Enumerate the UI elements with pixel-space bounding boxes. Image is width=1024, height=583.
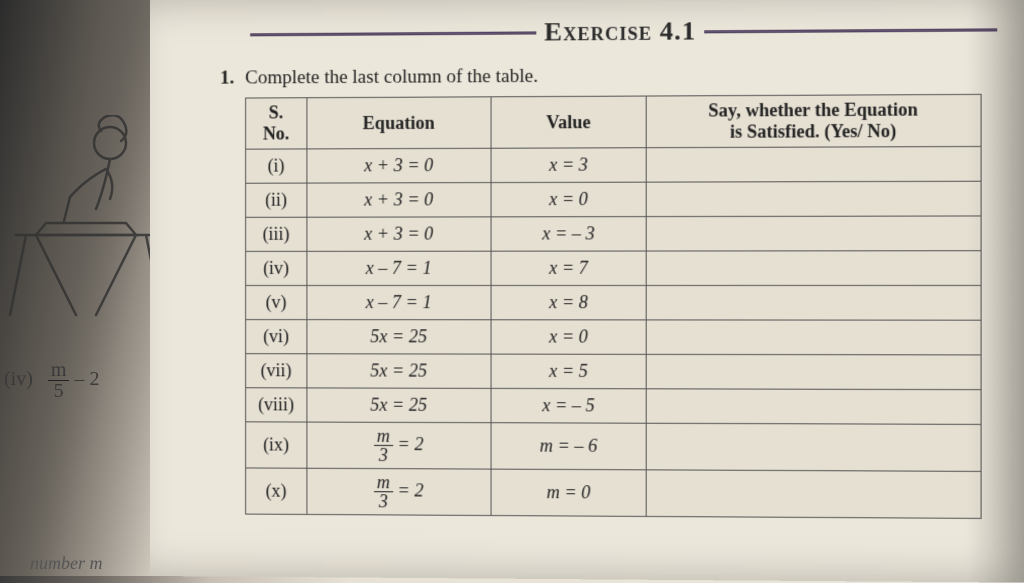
table-header-row: S. No. Equation Value Say, whether the E… <box>246 94 981 149</box>
cell-equation: x + 3 = 0 <box>307 183 491 218</box>
cell-sno: (i) <box>246 149 307 183</box>
exercise-title: Exercise 4.1 <box>544 16 696 47</box>
cell-value: x = – 5 <box>491 388 646 423</box>
col-header-sno: S. No. <box>246 98 307 149</box>
table-row: (v)x – 7 = 1x = 8 <box>246 285 981 320</box>
question-number: 1. <box>220 68 234 89</box>
cell-sno: (vi) <box>246 320 307 354</box>
table-row: (iv)x – 7 = 1x = 7 <box>246 251 981 286</box>
cell-answer[interactable] <box>646 470 981 519</box>
cell-sno: (ii) <box>246 183 307 217</box>
exercise-table: S. No. Equation Value Say, whether the E… <box>245 94 982 519</box>
cell-answer[interactable] <box>646 251 981 286</box>
cell-value: x = 0 <box>491 320 646 355</box>
cell-answer[interactable] <box>646 320 981 355</box>
cell-equation: 5x = 25 <box>307 388 491 423</box>
table-row: (x)m3 = 2m = 0 <box>246 468 981 518</box>
cell-value: x = – 3 <box>491 217 646 252</box>
cell-value: x = 5 <box>491 354 646 389</box>
prev-item-number: (iv) <box>4 368 33 390</box>
cell-answer[interactable] <box>646 354 981 389</box>
textbook-page: Exercise 4.1 1. Complete the last column… <box>150 0 1024 583</box>
cell-answer[interactable] <box>646 389 981 425</box>
exercise-header: Exercise 4.1 <box>250 14 997 49</box>
cell-answer[interactable] <box>646 423 981 471</box>
cell-equation: x + 3 = 0 <box>307 148 491 183</box>
cell-equation: m3 = 2 <box>307 468 491 515</box>
col-header-value: Value <box>491 96 646 148</box>
table-row: (i)x + 3 = 0x = 3 <box>246 146 981 183</box>
cell-value: m = – 6 <box>491 423 646 470</box>
cell-sno: (iv) <box>246 251 307 285</box>
prev-item-fraction: m 5 <box>48 360 70 401</box>
cell-answer[interactable] <box>646 285 981 320</box>
table-row: (viii)5x = 25x = – 5 <box>246 388 981 425</box>
cell-equation: x – 7 = 1 <box>307 285 491 319</box>
cell-equation: 5x = 25 <box>307 320 491 354</box>
cell-sno: (x) <box>246 468 307 514</box>
cell-sno: (ix) <box>246 422 307 468</box>
cell-sno: (viii) <box>246 388 307 422</box>
table-row: (ii)x + 3 = 0x = 0 <box>246 181 981 217</box>
cell-answer[interactable] <box>646 146 981 182</box>
cell-value: x = 0 <box>491 182 646 217</box>
cell-equation: x – 7 = 1 <box>307 251 491 285</box>
student-illustration <box>6 115 166 335</box>
cell-value: m = 0 <box>491 469 646 516</box>
table-row: (iii)x + 3 = 0x = – 3 <box>246 216 981 251</box>
col-header-equation: Equation <box>307 97 491 149</box>
cell-sno: (vii) <box>246 354 307 388</box>
table-row: (vii)5x = 25x = 5 <box>246 354 981 390</box>
col-header-answer: Say, whether the Equation is Satisfied. … <box>646 94 981 147</box>
cell-answer[interactable] <box>646 181 981 216</box>
header-rule-right <box>704 28 997 33</box>
cell-equation: x + 3 = 0 <box>307 217 491 251</box>
previous-page-item: (iv) m 5 – 2 <box>4 360 99 401</box>
table-row: (ix)m3 = 2m = – 6 <box>246 422 981 472</box>
cell-sno: (v) <box>246 285 307 319</box>
cell-value: x = 7 <box>491 251 646 285</box>
question-text: Complete the last column of the table. <box>245 66 538 89</box>
cell-value: x = 8 <box>491 285 646 319</box>
page-cut-text: number m <box>30 553 103 574</box>
cell-answer[interactable] <box>646 216 981 251</box>
table-body: (i)x + 3 = 0x = 3(ii)x + 3 = 0x = 0(iii)… <box>246 146 981 518</box>
cell-equation: 5x = 25 <box>307 354 491 389</box>
header-rule-left <box>250 31 536 36</box>
table-row: (vi)5x = 25x = 0 <box>246 320 981 355</box>
cell-value: x = 3 <box>491 148 646 183</box>
question-line: 1. Complete the last column of the table… <box>220 63 997 90</box>
cell-equation: m3 = 2 <box>307 422 491 469</box>
cell-sno: (iii) <box>246 217 307 251</box>
